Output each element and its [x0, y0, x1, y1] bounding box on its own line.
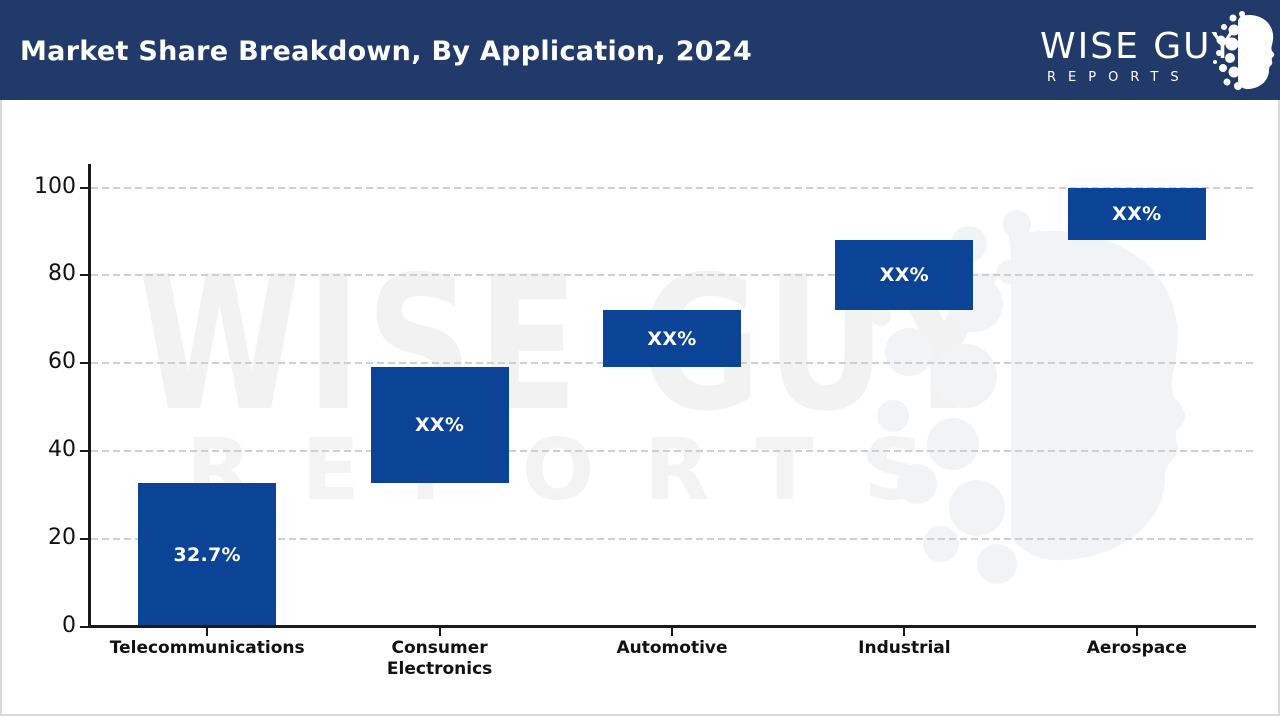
- y-tick-mark: [80, 625, 89, 628]
- y-tick-label: 40: [48, 436, 76, 462]
- x-tick-mark: [903, 628, 906, 636]
- y-axis-spine: [88, 164, 91, 628]
- x-axis-spine: [88, 625, 1256, 628]
- y-tick-mark: [80, 362, 89, 365]
- bar-value-label: XX%: [647, 327, 697, 350]
- y-tick-label: 0: [62, 612, 76, 638]
- wiseguy-logo: WISE GUY REPORTS: [1035, 10, 1275, 94]
- wiseguy-face-icon: [1213, 11, 1275, 90]
- bar-telecommunications: 32.7%: [138, 482, 277, 627]
- logo-subtitle: REPORTS: [1047, 70, 1191, 85]
- bar-industrial: XX%: [835, 240, 974, 311]
- y-tick-label: 80: [48, 261, 76, 287]
- y-tick-mark: [80, 274, 89, 277]
- y-tick-mark: [80, 449, 89, 452]
- gridline-y20: [91, 537, 1253, 540]
- bar-aerospace: XX%: [1067, 187, 1206, 241]
- x-category-label: Industrial: [858, 638, 951, 658]
- bar-value-label: XX%: [1112, 202, 1162, 225]
- x-category-label: Consumer Electronics: [386, 638, 493, 679]
- header-band: Market Share Breakdown, By Application, …: [0, 0, 1280, 100]
- bar-consumer-electronics: XX%: [370, 367, 509, 483]
- x-category-label: Telecommunications: [109, 638, 305, 658]
- x-tick-mark: [671, 628, 673, 636]
- x-tick-mark: [206, 628, 209, 636]
- x-category-label: Automotive: [616, 638, 728, 658]
- bar-automotive: XX%: [603, 310, 741, 368]
- y-tick-mark: [80, 537, 89, 540]
- bar-value-label: 32.7%: [173, 543, 241, 566]
- bar-value-label: XX%: [414, 414, 465, 437]
- page-title: Market Share Breakdown, By Application, …: [20, 36, 753, 67]
- x-tick-mark: [1135, 628, 1138, 636]
- y-tick-label: 20: [48, 524, 76, 550]
- y-tick-label: 60: [48, 349, 76, 375]
- gridline-y80: [91, 274, 1253, 277]
- x-tick-mark: [438, 628, 441, 636]
- logo-wordmark: WISE GUY: [1040, 26, 1236, 67]
- y-tick-label: 100: [34, 173, 76, 199]
- gridline-y100: [91, 186, 1253, 189]
- bar-value-label: XX%: [879, 264, 930, 287]
- watermark-subtitle: REPORTS: [186, 421, 975, 520]
- gridline-y40: [91, 449, 1253, 452]
- x-category-label: Aerospace: [1086, 638, 1187, 658]
- y-tick-mark: [80, 186, 89, 189]
